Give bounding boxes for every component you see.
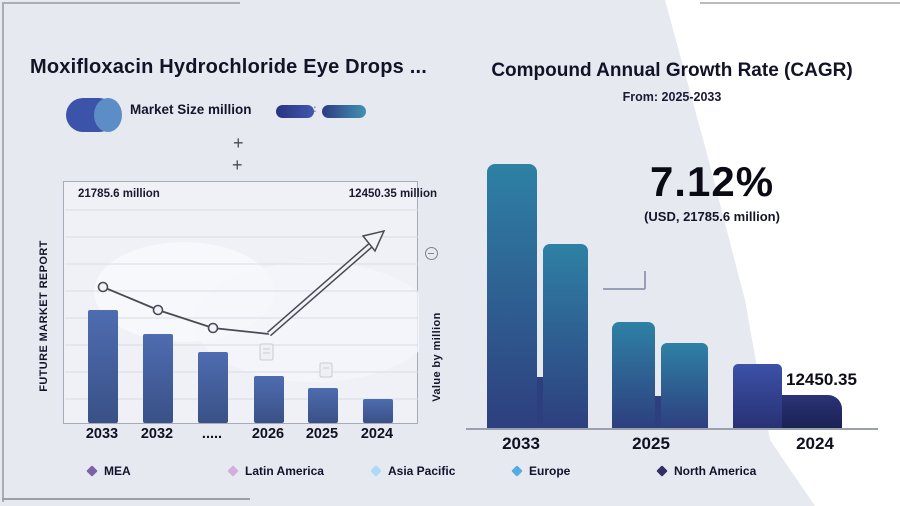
watermark-vertical-text: FUTURE MARKET REPORT [38,240,50,392]
x-axis-label: 2025 [305,426,339,442]
bar-pair-joint [655,396,661,428]
cagr-bar-2033-2 [543,244,588,428]
cagr-bar-2033-1 [487,164,537,428]
corner-bracket-icon [644,271,646,289]
bar-value-label: 12450.35 [786,370,857,389]
legend-label: Asia Pacific [388,464,456,478]
cagr-chart-subtitle: From: 2025-2033 [622,90,722,104]
cagr-bar-2025-1 [612,322,655,428]
frame-border-left [2,2,4,502]
end-value-annotation: 12450.35 million [348,188,437,200]
y-axis-label: Value by million [431,312,443,402]
legend-diamond-icon [227,465,239,477]
legend-label: Europe [529,464,571,478]
start-value-annotation: 21785.6 million [78,188,160,200]
cagr-chart-title: Compound Annual Growth Rate (CAGR) [491,60,853,81]
cagr-detail: (USD, 21785.6 million) [644,209,780,224]
legend-label: Latin America [245,464,324,478]
cagr-bar-2024-1 [733,364,782,428]
x-axis-label: 2033 [502,434,540,453]
legend-item-asia-pacific: Asia Pacific [370,464,456,478]
x-axis-label: ..... [201,426,223,442]
market-size-chart-panel: 21785.6 million 12450.35 million [63,181,437,424]
legend-diamond-icon [511,465,523,477]
legend-item-north-america: North America [656,464,757,478]
x-axis-label: 2032 [140,426,174,442]
legend-item-latin-america: Latin America [227,464,324,478]
legend-item-europe: Europe [511,464,571,478]
legend-diamond-icon [370,465,382,477]
legend-label: North America [674,464,757,478]
region-legend: MEA Latin America Asia Pacific Europe North … [0,464,900,488]
frame-border-bottom-left [2,498,250,500]
legend-diamond-icon [656,465,668,477]
bar-pair-joint [537,377,543,428]
cagr-value: 7.12% [649,158,775,205]
legend-item-mea: MEA [86,464,131,478]
legend-label: MEA [104,464,131,478]
x-axis-label: 2025 [632,434,670,453]
market-size-chart-title: Moxifloxacin Hydrochloride Eye Drops ... [30,56,427,78]
cagr-x-axis-line [466,428,878,430]
ratio-pill-left-icon [276,105,314,118]
plus-mark-icon: + [232,155,243,175]
cylinder-cap-icon [94,98,122,132]
x-axis-label: 2026 [251,426,285,442]
x-axis-label: 2033 [85,426,119,442]
cagr-bar-2024-2 [782,395,842,428]
legend-diamond-icon [86,465,98,477]
zoom-out-icon[interactable] [425,247,438,260]
cagr-bar-2025-2 [661,343,708,428]
market-size-label: Market Size million [130,102,252,117]
x-axis-label: 2024 [796,434,834,453]
ratio-colon: : [313,103,317,115]
ratio-pill-right-icon [322,105,366,118]
frame-border-top-right [700,2,900,4]
market-size-x-axis: 2033 2032..... 2026 2025 2024 [63,426,418,446]
x-axis-label: 2024 [360,426,394,442]
plus-mark-icon: + [233,133,244,153]
market-size-bar-chart [64,182,434,423]
corner-bracket-icon [603,288,645,290]
frame-border-top-left [2,2,240,4]
